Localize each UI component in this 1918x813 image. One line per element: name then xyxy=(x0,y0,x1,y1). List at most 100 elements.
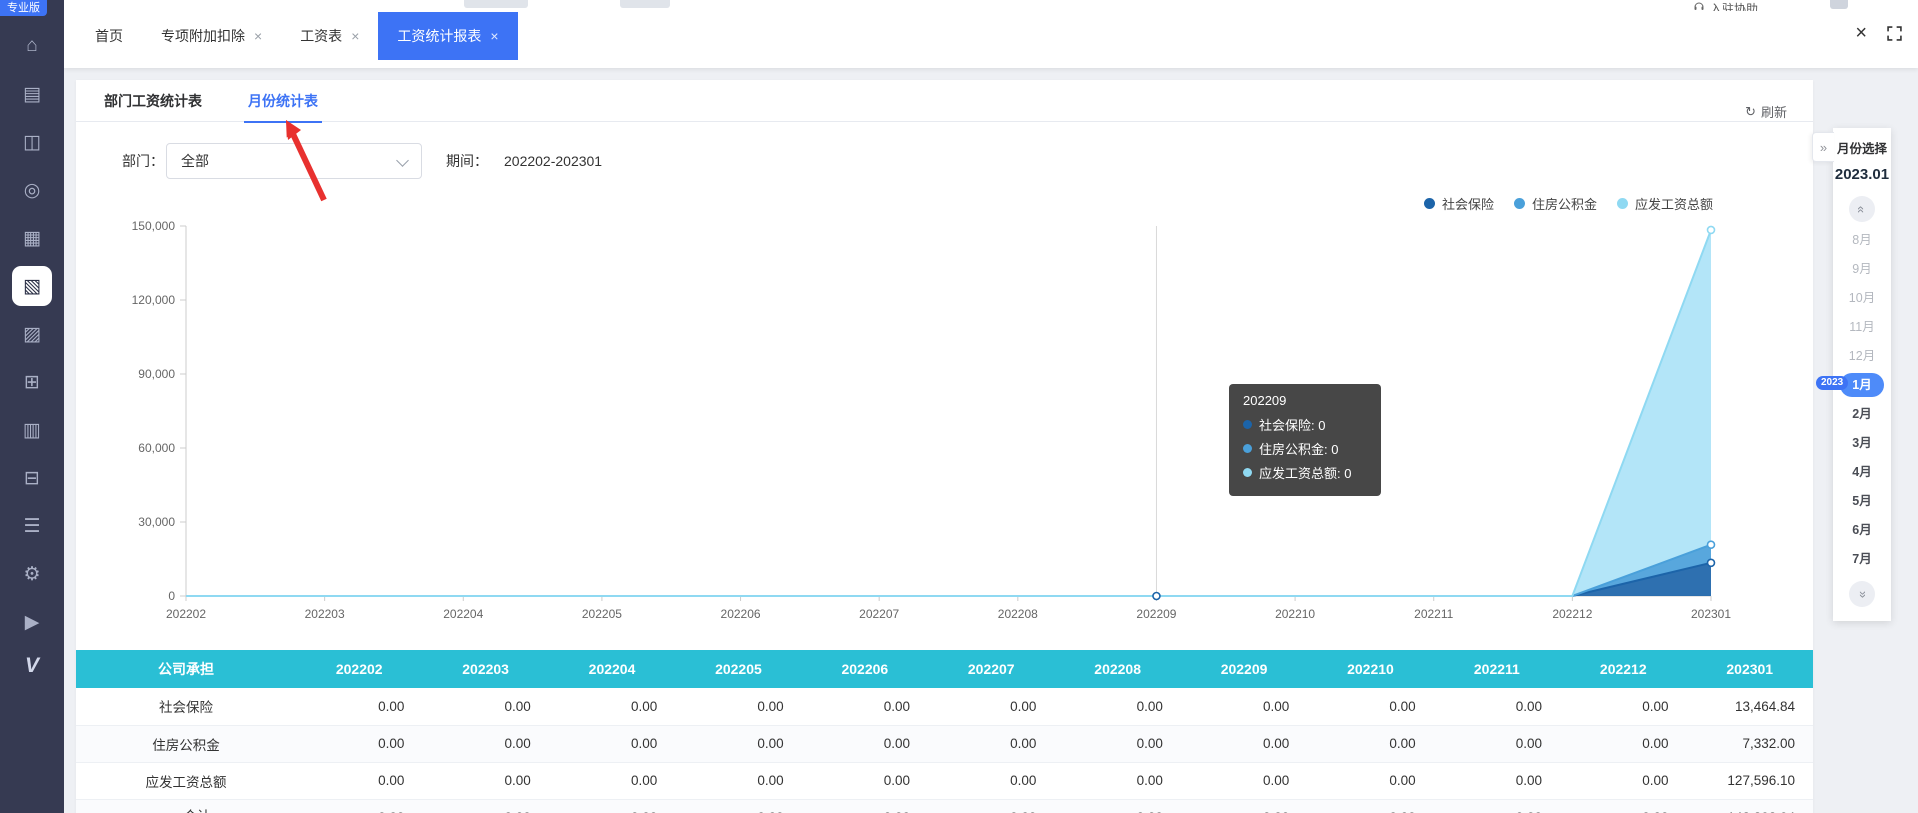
month-item-10月[interactable]: 10月 xyxy=(1833,284,1891,313)
legend-item-社会保险[interactable]: 社会保险 xyxy=(1423,194,1494,213)
month-item-1月[interactable]: 2023 1月 xyxy=(1816,371,1891,400)
sidebar-item-inventory[interactable]: ▨ xyxy=(12,314,52,354)
close-tab-icon[interactable]: × xyxy=(490,28,499,44)
legend-dot-icon xyxy=(1423,198,1435,209)
month-item-9月[interactable]: 9月 xyxy=(1833,255,1891,284)
help-label: 入驻协助 xyxy=(1709,2,1758,11)
table-header-cell: 202301 xyxy=(1686,650,1813,688)
sidebar-item-apps[interactable]: ▶ xyxy=(12,602,52,642)
sidebar-item-funds[interactable]: ◎ xyxy=(12,170,52,210)
sidebar-item-payroll-report[interactable]: ▧ xyxy=(12,266,52,306)
table-cell: 0.00 xyxy=(422,799,549,813)
topbar-fragment xyxy=(620,0,670,8)
tab-工资表[interactable]: 工资表 × xyxy=(281,12,378,60)
table-cell: 0.00 xyxy=(296,762,423,800)
month-item-8月[interactable]: 8月 xyxy=(1833,226,1891,255)
scroll-up-button[interactable]: « xyxy=(1849,196,1875,222)
month-item-4月[interactable]: 4月 xyxy=(1833,458,1891,487)
svg-text:202211: 202211 xyxy=(1414,607,1453,621)
month-label: 6月 xyxy=(1852,523,1872,537)
table-cell: 0.00 xyxy=(1560,725,1687,763)
scroll-down-button[interactable]: « xyxy=(1849,581,1875,607)
tab-专项附加扣除[interactable]: 专项附加扣除 × xyxy=(142,12,281,60)
sidebar-item-assets[interactable]: ⊞ xyxy=(12,362,52,402)
avatar[interactable] xyxy=(1830,0,1848,9)
double-chevron-up-icon: « xyxy=(1854,205,1870,213)
month-item-11月[interactable]: 11月 xyxy=(1833,313,1891,342)
table-cell: 0.00 xyxy=(1054,762,1181,800)
department-select[interactable]: 全部 xyxy=(166,143,422,179)
month-item-6月[interactable]: 6月 xyxy=(1833,516,1891,545)
documents-icon: ⊟ xyxy=(24,467,40,489)
legend-label: 住房公积金 xyxy=(1531,197,1597,212)
table-header-cell: 202203 xyxy=(422,650,549,688)
close-tab-icon[interactable]: × xyxy=(254,28,263,44)
sidebar: 专业版 ⌂ ▤ ◫ ◎ ▦ ▧ ▨ ⊞ ▥ ⊟ ☰ ⚙ ▶ V xyxy=(0,0,64,813)
table-cell: 0.00 xyxy=(928,688,1055,726)
salary-chart[interactable]: 0 30,000 60,000 90,000 120,000 150,000 202202 2… xyxy=(90,200,1750,636)
double-chevron-down-icon: « xyxy=(1854,590,1870,598)
sidebar-item-analysis[interactable]: ◫ xyxy=(12,122,52,162)
month-list: 8月 9月 10月 11月 12月 2023 1月 2月 3月 4月 5月 6月 7月 xyxy=(1816,226,1891,574)
inventory-icon: ▨ xyxy=(23,323,41,345)
subtab-月份统计表[interactable]: 月份统计表 xyxy=(244,80,322,123)
table-cell: 0.00 xyxy=(928,799,1055,813)
table-cell: 0.00 xyxy=(1307,725,1434,763)
table-header-cell: 公司承担 xyxy=(76,650,296,688)
table-cell: 0.00 xyxy=(422,688,549,726)
month-label: 2月 xyxy=(1852,407,1872,421)
table-cell: 0.00 xyxy=(801,762,929,800)
help-entry[interactable]: 入驻协助 xyxy=(1693,0,1758,11)
table-cell: 0.00 xyxy=(1433,688,1561,726)
svg-text:60,000: 60,000 xyxy=(138,441,175,455)
table-header-cell: 202209 xyxy=(1180,650,1308,688)
table-cell: 0.00 xyxy=(928,762,1055,800)
svg-text:202203: 202203 xyxy=(305,607,345,621)
svg-text:202205: 202205 xyxy=(582,607,622,621)
refresh-button[interactable]: ↻ 刷新 xyxy=(1745,102,1787,121)
table-header-cell: 202207 xyxy=(928,650,1055,688)
subtab-部门工资统计表[interactable]: 部门工资统计表 xyxy=(100,80,206,122)
subtab-label: 月份统计表 xyxy=(248,92,318,109)
tab-首页[interactable]: 首页 xyxy=(76,12,142,60)
month-item-7月[interactable]: 7月 xyxy=(1833,545,1891,574)
sidebar-item-contacts[interactable]: ☰ xyxy=(12,506,52,546)
month-item-2月[interactable]: 2月 xyxy=(1833,400,1891,429)
month-item-3月[interactable]: 3月 xyxy=(1833,429,1891,458)
month-label: 7月 xyxy=(1852,552,1872,566)
month-selector-panel: 月份选择 2023.01 « 8月 9月 10月 11月 12月 2023 1月 2月 3月 4… xyxy=(1816,128,1891,621)
period-label: 期间： xyxy=(446,153,488,169)
topbar-fragment xyxy=(464,0,528,8)
legend-item-住房公积金[interactable]: 住房公积金 xyxy=(1513,194,1597,213)
sidebar-item-documents[interactable]: ⊟ xyxy=(12,458,52,498)
table-cell: 0.00 xyxy=(928,725,1055,763)
close-all-tabs-icon[interactable]: × xyxy=(1855,22,1867,44)
table-cell: 0.00 xyxy=(1560,762,1687,800)
fullscreen-icon[interactable] xyxy=(1887,25,1902,41)
table-cell: 0.00 xyxy=(548,688,676,726)
svg-text:202204: 202204 xyxy=(443,607,483,621)
table-row-住房公积金: 住房公积金 0.00 0.00 0.00 0.00 0.00 0.00 0.00 0.00 0.0… xyxy=(76,725,1813,763)
tab-工资统计报表[interactable]: 工资统计报表 × xyxy=(378,12,518,60)
chevron-down-icon xyxy=(396,154,409,167)
month-label: 8月 xyxy=(1852,233,1872,247)
sidebar-item-invoices[interactable]: ▦ xyxy=(12,218,52,258)
tab-label: 专项附加扣除 xyxy=(161,28,245,44)
chart-canvas: 0 30,000 60,000 90,000 120,000 150,000 202202 2… xyxy=(132,219,1732,621)
panel-collapse-button[interactable]: » xyxy=(1812,132,1834,162)
funds-icon: ◎ xyxy=(23,179,41,201)
month-item-5月[interactable]: 5月 xyxy=(1833,487,1891,516)
table-cell: 0.00 xyxy=(1180,762,1308,800)
sidebar-item-vouchers[interactable]: ▤ xyxy=(12,74,52,114)
sidebar-item-home[interactable]: ⌂ xyxy=(12,26,52,66)
close-tab-icon[interactable]: × xyxy=(351,28,360,44)
table-cell: 7,332.00 xyxy=(1686,725,1813,763)
svg-text:202209: 202209 xyxy=(1136,607,1176,621)
legend-item-应发工资总额[interactable]: 应发工资总额 xyxy=(1616,194,1713,213)
month-item-12月[interactable]: 12月 xyxy=(1833,342,1891,371)
sidebar-item-ledgers[interactable]: ▥ xyxy=(12,410,52,450)
table-cell: 0.00 xyxy=(548,725,676,763)
table-cell: 0.00 xyxy=(675,762,802,800)
sidebar-item-settings[interactable]: ⚙ xyxy=(12,554,52,594)
refresh-label: 刷新 xyxy=(1760,105,1787,120)
